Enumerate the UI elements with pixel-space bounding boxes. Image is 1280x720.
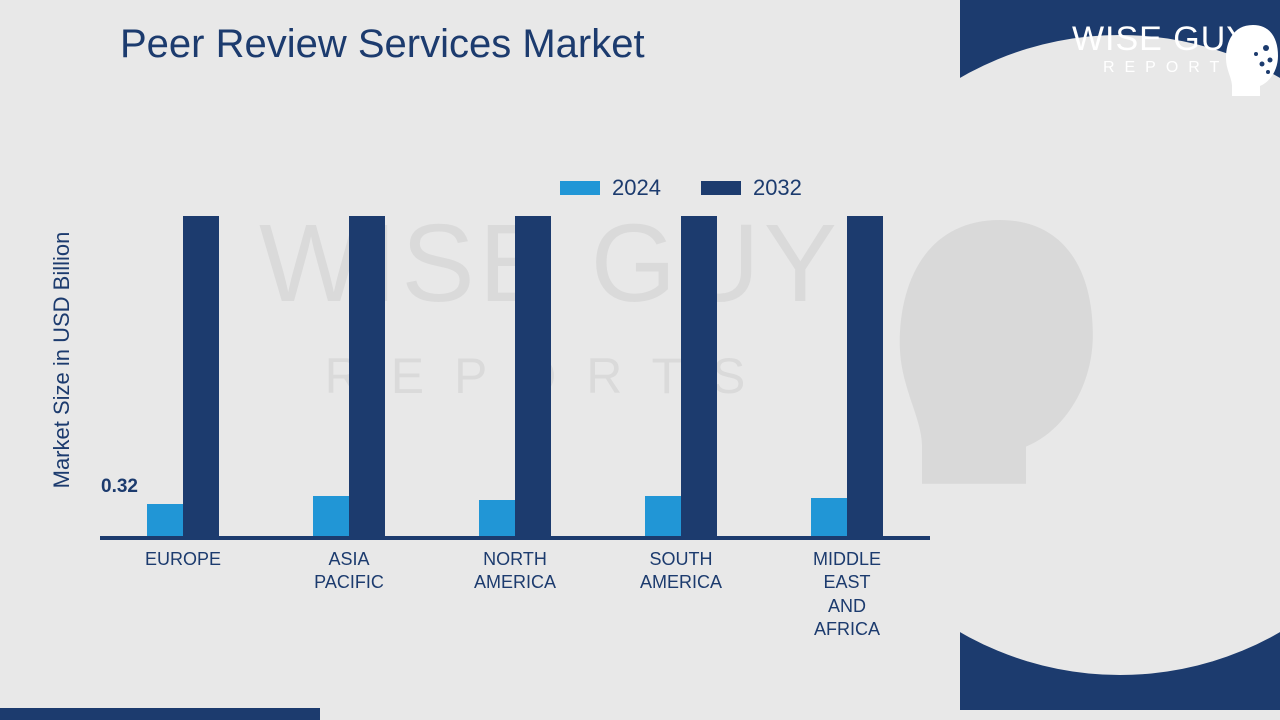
legend-item-2024: 2024 bbox=[560, 175, 661, 201]
bar-2032 bbox=[183, 216, 219, 536]
bar-group bbox=[598, 216, 764, 536]
brand-logo: WISE GUY REPORTS bbox=[1072, 22, 1250, 76]
right-brand-panel bbox=[960, 0, 1280, 710]
chart-title: Peer Review Services Market bbox=[120, 22, 645, 67]
bar-2032 bbox=[847, 216, 883, 536]
chart-canvas: WISE GUY REPORTS WISE GUY REPORTS Peer R… bbox=[0, 0, 1280, 720]
legend-swatch-2024 bbox=[560, 181, 600, 195]
bar-group bbox=[432, 216, 598, 536]
bar-2032 bbox=[515, 216, 551, 536]
logo-line2: REPORTS bbox=[1072, 60, 1250, 76]
legend: 2024 2032 bbox=[560, 175, 802, 201]
y-axis-label: Market Size in USD Billion bbox=[49, 232, 75, 489]
chart-plot-area: 0.32 bbox=[100, 220, 930, 540]
category-label: MIDDLEEASTANDAFRICA bbox=[764, 548, 930, 642]
category-label: EUROPE bbox=[100, 548, 266, 571]
bar-2024 bbox=[645, 496, 681, 536]
category-label: ASIAPACIFIC bbox=[266, 548, 432, 595]
bar-2032 bbox=[681, 216, 717, 536]
legend-label-2032: 2032 bbox=[753, 175, 802, 201]
bar-value-label: 0.32 bbox=[101, 476, 138, 498]
bar-group bbox=[266, 216, 432, 536]
bar-2024 bbox=[479, 500, 515, 536]
bar-2032 bbox=[349, 216, 385, 536]
logo-line1: WISE GUY bbox=[1072, 22, 1250, 56]
bar-group bbox=[764, 216, 930, 536]
bar-2024 bbox=[811, 498, 847, 536]
bar-2024 bbox=[147, 504, 183, 536]
bar-2024 bbox=[313, 496, 349, 536]
category-label: NORTHAMERICA bbox=[432, 548, 598, 595]
legend-swatch-2032 bbox=[701, 181, 741, 195]
bottom-accent-bar bbox=[0, 708, 320, 720]
legend-item-2032: 2032 bbox=[701, 175, 802, 201]
legend-label-2024: 2024 bbox=[612, 175, 661, 201]
category-label: SOUTHAMERICA bbox=[598, 548, 764, 595]
